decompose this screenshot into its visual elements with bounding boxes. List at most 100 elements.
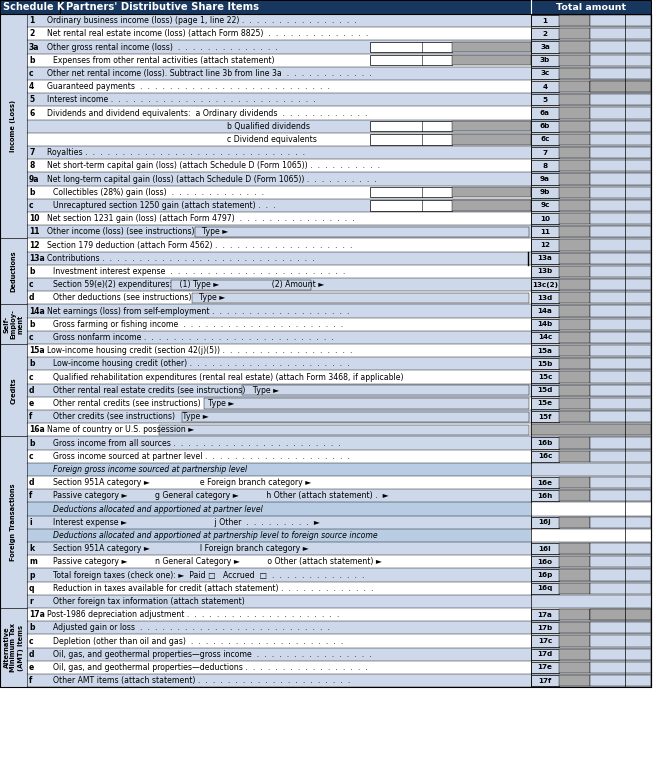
Bar bbox=[27, 542, 531, 555]
Bar bbox=[531, 410, 651, 423]
Text: c: c bbox=[29, 373, 33, 381]
Text: f: f bbox=[29, 491, 32, 501]
Text: d: d bbox=[29, 293, 35, 302]
Bar bbox=[590, 134, 651, 145]
Bar bbox=[531, 543, 559, 554]
Text: Income (Loss): Income (Loss) bbox=[10, 100, 16, 152]
Text: 16o: 16o bbox=[538, 559, 553, 565]
Bar bbox=[559, 108, 590, 119]
Text: 15b: 15b bbox=[537, 361, 553, 367]
Bar bbox=[531, 15, 559, 26]
Text: 14a: 14a bbox=[538, 308, 552, 314]
Bar bbox=[531, 226, 559, 237]
Text: 3a: 3a bbox=[29, 43, 39, 51]
Bar bbox=[590, 319, 651, 330]
Bar bbox=[531, 398, 559, 409]
Bar bbox=[27, 423, 531, 436]
Bar bbox=[590, 583, 651, 594]
Bar bbox=[531, 28, 559, 40]
Bar bbox=[531, 622, 651, 635]
Bar bbox=[27, 318, 531, 331]
Bar bbox=[531, 80, 651, 93]
Bar bbox=[27, 331, 531, 344]
Bar bbox=[559, 213, 590, 224]
Bar bbox=[531, 423, 651, 436]
Text: 17e: 17e bbox=[538, 664, 552, 670]
Bar bbox=[590, 253, 651, 264]
Bar bbox=[27, 581, 531, 594]
Text: c: c bbox=[29, 201, 33, 210]
Bar bbox=[590, 636, 651, 646]
Text: Post-1986 depreciation adjustment .  .  .  .  .  .  .  .  .  .  .  .  .  .  .  .: Post-1986 depreciation adjustment . . . … bbox=[47, 610, 339, 619]
Bar bbox=[27, 265, 531, 278]
Bar bbox=[590, 491, 651, 501]
Text: 7: 7 bbox=[542, 150, 548, 156]
Bar bbox=[452, 200, 531, 211]
Bar bbox=[531, 318, 651, 331]
Text: Alternative
Minimum Tax
(AMT) Items: Alternative Minimum Tax (AMT) Items bbox=[3, 623, 24, 672]
Text: c: c bbox=[29, 69, 33, 78]
Text: 13c(2): 13c(2) bbox=[532, 281, 558, 288]
Text: Self-
Employ-
ment: Self- Employ- ment bbox=[3, 309, 24, 339]
Bar bbox=[590, 609, 651, 620]
Bar bbox=[531, 319, 559, 330]
Bar bbox=[590, 477, 651, 488]
Bar bbox=[590, 81, 651, 92]
Bar bbox=[531, 411, 559, 422]
Bar bbox=[531, 266, 559, 277]
Text: 15f: 15f bbox=[538, 414, 552, 419]
Text: 16h: 16h bbox=[537, 493, 553, 499]
Bar bbox=[27, 515, 531, 529]
Text: Other rental credits (see instructions)   Type ►: Other rental credits (see instructions) … bbox=[53, 399, 234, 408]
Bar bbox=[559, 147, 590, 158]
Bar bbox=[531, 675, 559, 686]
Text: Schedule K: Schedule K bbox=[3, 2, 64, 12]
Text: b: b bbox=[29, 267, 35, 276]
Text: Section 951A category ►                    e Foreign branch category ►: Section 951A category ► e Foreign branch… bbox=[53, 478, 311, 487]
Bar bbox=[531, 93, 651, 106]
Text: 1: 1 bbox=[29, 16, 34, 25]
Text: e: e bbox=[29, 663, 34, 672]
Text: Section 951A category ►                    l Foreign branch category ►: Section 951A category ► l Foreign branch… bbox=[53, 544, 309, 553]
Bar bbox=[559, 662, 590, 673]
Bar bbox=[531, 357, 651, 370]
Bar bbox=[559, 239, 590, 250]
Bar bbox=[559, 583, 590, 594]
Text: Guaranteed payments  .  .  .  .  .  .  .  .  .  .  .  .  .  .  .  .  .  .  .  . : Guaranteed payments . . . . . . . . . . … bbox=[47, 82, 330, 91]
Text: f: f bbox=[29, 412, 32, 421]
Text: 12: 12 bbox=[29, 240, 39, 250]
Text: Partners' Distributive Share Items: Partners' Distributive Share Items bbox=[66, 2, 259, 12]
Bar bbox=[559, 121, 590, 132]
Bar bbox=[531, 491, 559, 501]
Bar bbox=[531, 279, 559, 290]
Text: d: d bbox=[29, 478, 35, 487]
Bar bbox=[559, 134, 590, 145]
Text: 17a: 17a bbox=[29, 610, 45, 619]
Bar bbox=[0, 436, 27, 608]
Text: 15c: 15c bbox=[538, 374, 552, 380]
Bar bbox=[531, 542, 651, 555]
Bar bbox=[27, 622, 531, 635]
Bar bbox=[531, 239, 651, 252]
Text: b Qualified dividends: b Qualified dividends bbox=[227, 122, 310, 131]
Text: 3b: 3b bbox=[540, 57, 550, 64]
Bar bbox=[531, 252, 651, 265]
Bar bbox=[531, 502, 651, 515]
Bar bbox=[27, 80, 531, 93]
Text: Low-income housing credit (section 42(j)(5)) .  .  .  .  .  .  .  .  .  .  .  . : Low-income housing credit (section 42(j)… bbox=[47, 346, 352, 355]
Text: Other AMT items (attach statement) .  .  .  .  .  .  .  .  .  .  .  .  .  .  .  : Other AMT items (attach statement) . . .… bbox=[53, 676, 350, 685]
Bar bbox=[27, 436, 531, 449]
Text: 6c: 6c bbox=[540, 136, 550, 143]
Bar bbox=[531, 67, 559, 79]
Text: Total amount: Total amount bbox=[556, 2, 626, 12]
Bar bbox=[27, 226, 531, 239]
Bar bbox=[590, 358, 651, 370]
Bar bbox=[559, 345, 590, 356]
Bar bbox=[531, 147, 559, 158]
Bar bbox=[531, 81, 559, 92]
Bar bbox=[27, 239, 531, 252]
Text: Reduction in taxes available for credit (attach statement) .  .  .  .  .  .  .  : Reduction in taxes available for credit … bbox=[53, 584, 373, 593]
Bar bbox=[452, 187, 531, 198]
Text: Adjusted gain or loss  .  .  .  .  .  .  .  .  .  .  .  .  .  .  .  .  .  .  .  : Adjusted gain or loss . . . . . . . . . … bbox=[53, 623, 330, 632]
Bar bbox=[559, 41, 590, 53]
